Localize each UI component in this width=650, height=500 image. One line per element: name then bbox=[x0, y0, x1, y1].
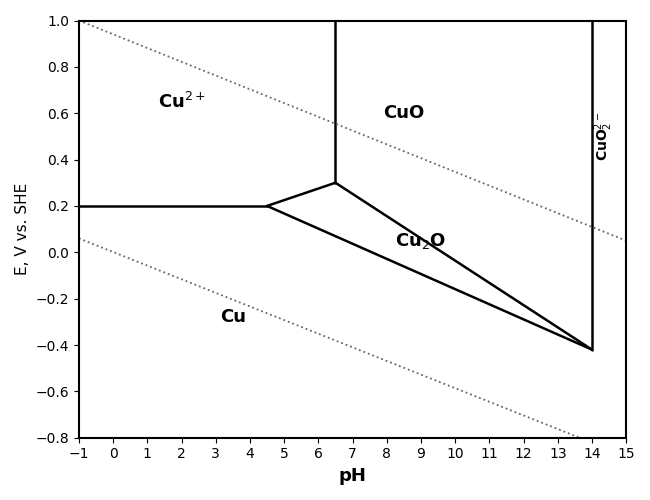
Text: Cu$_2$O: Cu$_2$O bbox=[395, 230, 447, 250]
Text: CuO: CuO bbox=[384, 104, 424, 122]
Text: CuO$_2^{2-}$: CuO$_2^{2-}$ bbox=[593, 112, 616, 161]
Text: Cu: Cu bbox=[220, 308, 246, 326]
Text: Cu$^{2+}$: Cu$^{2+}$ bbox=[157, 92, 205, 112]
X-axis label: pH: pH bbox=[339, 467, 367, 485]
Y-axis label: E, V vs. SHE: E, V vs. SHE bbox=[15, 183, 30, 275]
